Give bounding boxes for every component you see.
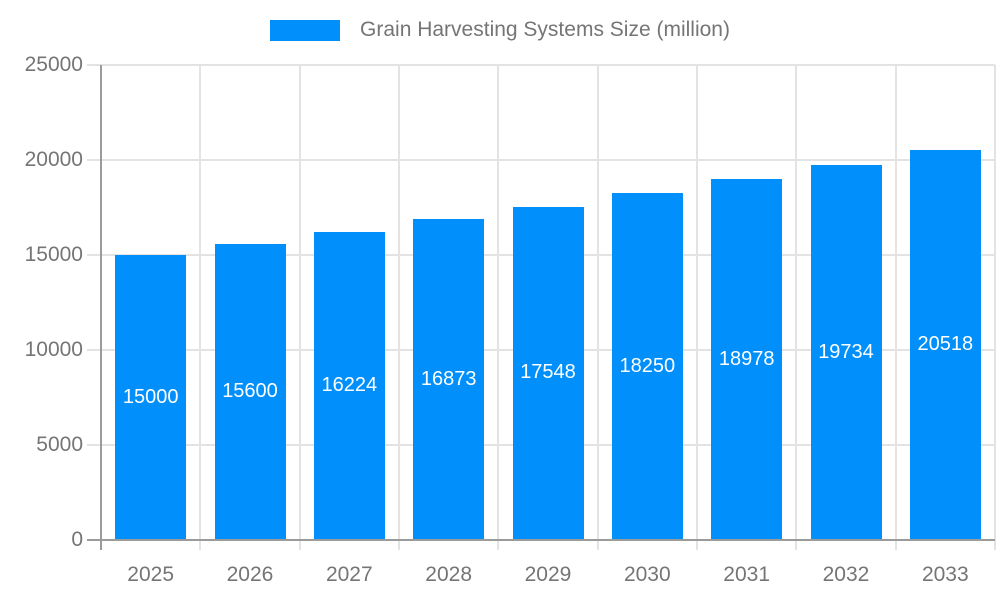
bar-value-label: 18250: [619, 354, 676, 377]
y-tick: [87, 159, 101, 161]
y-gridline: [101, 159, 995, 161]
bar-value-label: 16873: [420, 367, 477, 390]
x-gridline: [199, 65, 202, 550]
x-axis-label: 2026: [226, 563, 274, 586]
y-axis-label: 5000: [36, 433, 83, 456]
x-gridline: [298, 65, 301, 550]
bar: 17548: [512, 206, 584, 539]
y-axis-label: 25000: [24, 53, 83, 76]
x-axis-label: 2033: [921, 563, 969, 586]
bar-value-label: 20518: [917, 333, 974, 356]
bar: 18978: [711, 179, 783, 539]
x-axis-label: 2025: [127, 563, 175, 586]
x-axis-label: 2031: [723, 563, 771, 586]
bar: 18250: [611, 193, 683, 539]
bar-value-label: 17548: [520, 361, 576, 384]
bar-value-label: 18978: [718, 347, 775, 370]
x-gridline: [696, 65, 698, 550]
x-axis-label: 2032: [822, 563, 870, 586]
legend-label: Grain Harvesting Systems Size (million): [360, 18, 730, 41]
legend[interactable]: Grain Harvesting Systems Size (million): [0, 18, 1000, 42]
bar-value-label: 19734: [818, 340, 874, 363]
legend-swatch: [270, 19, 341, 41]
x-gridline: [497, 65, 500, 550]
bar: 19734: [810, 165, 882, 539]
y-axis-label: 10000: [24, 338, 83, 361]
x-axis-line: [87, 539, 995, 541]
x-gridline: [398, 65, 400, 550]
y-tick: [87, 349, 101, 351]
y-axis-label: 20000: [24, 148, 83, 171]
y-tick: [87, 444, 101, 446]
x-axis-label: 2027: [325, 563, 373, 586]
bar-value-label: 15600: [222, 379, 278, 402]
x-gridline: [596, 65, 599, 550]
x-axis-label: 2030: [623, 563, 671, 586]
x-gridline: [894, 65, 897, 550]
y-tick: [87, 254, 101, 256]
bar-value-label: 15000: [122, 385, 179, 408]
y-gridline: [101, 64, 995, 66]
y-axis-label: 0: [71, 528, 83, 551]
y-axis-label: 15000: [24, 243, 83, 266]
x-gridline: [994, 65, 996, 550]
y-tick: [87, 64, 101, 66]
x-gridline: [795, 65, 798, 550]
bar: 16873: [413, 219, 485, 539]
x-axis-label: 2029: [524, 563, 572, 586]
y-axis-line: [100, 65, 102, 550]
x-axis-label: 2028: [425, 563, 473, 586]
bar: 15600: [214, 243, 286, 539]
bar-value-label: 16224: [321, 373, 378, 396]
bar: 15000: [115, 255, 187, 539]
bar: 20518: [909, 150, 981, 539]
bar: 16224: [313, 231, 385, 539]
